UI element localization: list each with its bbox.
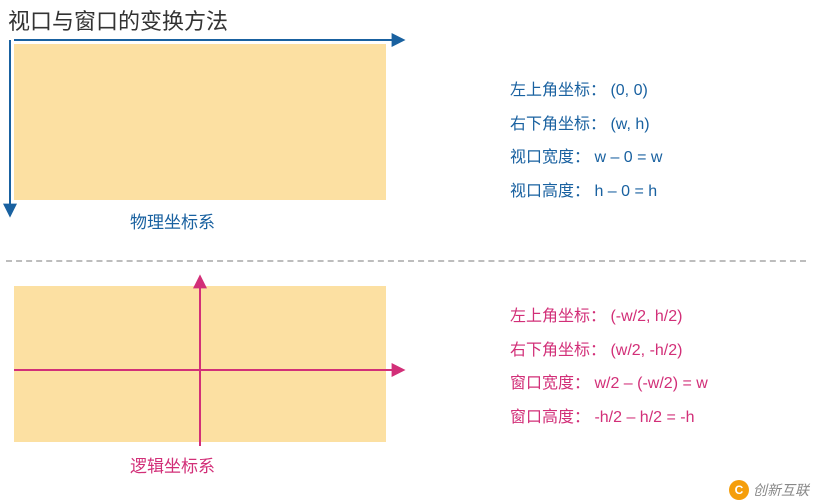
log-line-0: 左上角坐标： (-w/2, h/2) (510, 300, 708, 334)
watermark-text: 创新互联 (753, 480, 809, 500)
logical-caption: 逻辑坐标系 (130, 452, 215, 477)
phys-line-3: 视口高度： h – 0 = h (510, 175, 662, 209)
watermark-icon: C (729, 480, 749, 500)
physical-info: 左上角坐标： (0, 0) 右下角坐标： (w, h) 视口宽度： w – 0 … (510, 74, 662, 208)
log-line-1: 右下角坐标： (w/2, -h/2) (510, 334, 708, 368)
log-line-3: 窗口高度： -h/2 – h/2 = -h (510, 401, 708, 435)
phys-line-2: 视口宽度： w – 0 = w (510, 141, 662, 175)
logical-axes (0, 0, 420, 470)
watermark: C 创新互联 (729, 480, 809, 500)
phys-line-0: 左上角坐标： (0, 0) (510, 74, 662, 108)
logical-info: 左上角坐标： (-w/2, h/2) 右下角坐标： (w/2, -h/2) 窗口… (510, 300, 708, 434)
log-line-2: 窗口宽度： w/2 – (-w/2) = w (510, 367, 708, 401)
phys-line-1: 右下角坐标： (w, h) (510, 108, 662, 142)
diagram-root: 视口与窗口的变换方法 物理坐标系 左上角坐标： (0, 0) 右下角坐标： (w… (0, 0, 813, 504)
